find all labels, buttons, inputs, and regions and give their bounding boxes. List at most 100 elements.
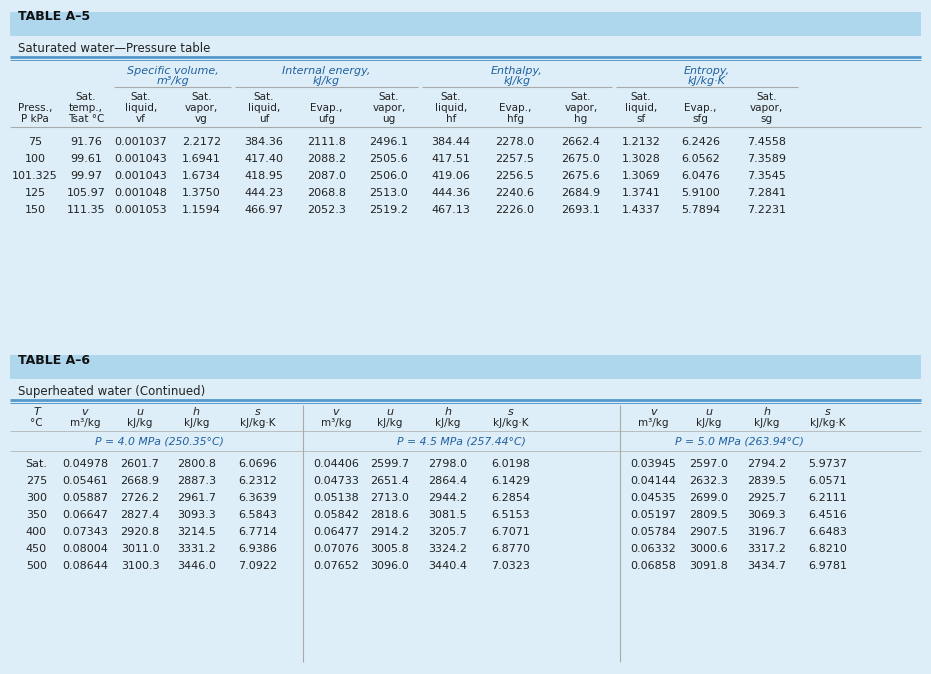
Text: Sat.: Sat. bbox=[130, 92, 151, 102]
Text: 1.6941: 1.6941 bbox=[182, 154, 221, 164]
Text: Sat.: Sat. bbox=[630, 92, 652, 102]
Text: 5.9737: 5.9737 bbox=[808, 459, 847, 469]
Text: 2505.6: 2505.6 bbox=[370, 154, 409, 164]
Text: ug: ug bbox=[383, 114, 396, 124]
Text: 350: 350 bbox=[26, 510, 47, 520]
Text: Specific volume,: Specific volume, bbox=[127, 66, 219, 76]
Text: 384.44: 384.44 bbox=[431, 137, 470, 147]
Text: P = 4.0 MPa (250.35°C): P = 4.0 MPa (250.35°C) bbox=[95, 437, 223, 447]
Text: 3440.4: 3440.4 bbox=[428, 561, 467, 571]
Text: Sat.: Sat. bbox=[25, 459, 47, 469]
Text: 2111.8: 2111.8 bbox=[307, 137, 346, 147]
Text: v: v bbox=[332, 407, 339, 417]
Text: 0.08644: 0.08644 bbox=[62, 561, 108, 571]
Text: °C: °C bbox=[30, 418, 43, 428]
Text: 1.3741: 1.3741 bbox=[622, 188, 660, 198]
Text: 0.05461: 0.05461 bbox=[62, 476, 108, 486]
Text: 2699.0: 2699.0 bbox=[690, 493, 728, 503]
Text: 6.5843: 6.5843 bbox=[238, 510, 277, 520]
Text: m³/kg: m³/kg bbox=[70, 418, 101, 428]
Text: 0.001043: 0.001043 bbox=[115, 171, 168, 181]
Text: 0.05887: 0.05887 bbox=[62, 493, 108, 503]
Text: 2713.0: 2713.0 bbox=[371, 493, 410, 503]
Text: 2513.0: 2513.0 bbox=[370, 188, 409, 198]
Text: 417.40: 417.40 bbox=[245, 154, 284, 164]
Text: 2818.6: 2818.6 bbox=[371, 510, 410, 520]
Text: 3324.2: 3324.2 bbox=[428, 544, 467, 554]
Text: 99.61: 99.61 bbox=[70, 154, 101, 164]
Text: vapor,: vapor, bbox=[564, 103, 598, 113]
Text: u: u bbox=[706, 407, 712, 417]
Text: 6.3639: 6.3639 bbox=[238, 493, 277, 503]
Text: Sat.: Sat. bbox=[254, 92, 275, 102]
Text: 6.9781: 6.9781 bbox=[808, 561, 847, 571]
Text: P = 5.0 MPa (263.94°C): P = 5.0 MPa (263.94°C) bbox=[675, 437, 803, 447]
Text: h: h bbox=[193, 407, 200, 417]
Text: 0.001037: 0.001037 bbox=[115, 137, 168, 147]
Text: Evap.,: Evap., bbox=[310, 103, 343, 113]
Text: kJ/kg: kJ/kg bbox=[754, 418, 779, 428]
Text: 2668.9: 2668.9 bbox=[120, 476, 159, 486]
Bar bbox=[10, 12, 921, 36]
Text: liquid,: liquid, bbox=[248, 103, 280, 113]
Text: hg: hg bbox=[574, 114, 587, 124]
Text: P = 4.5 MPa (257.44°C): P = 4.5 MPa (257.44°C) bbox=[397, 437, 526, 447]
Text: 0.05842: 0.05842 bbox=[313, 510, 359, 520]
Text: 75: 75 bbox=[28, 137, 42, 147]
Text: Sat.: Sat. bbox=[571, 92, 591, 102]
Text: 1.1594: 1.1594 bbox=[182, 205, 221, 215]
Text: 6.0562: 6.0562 bbox=[681, 154, 720, 164]
Text: 0.04535: 0.04535 bbox=[630, 493, 677, 503]
Text: sf: sf bbox=[637, 114, 645, 124]
Text: vapor,: vapor, bbox=[749, 103, 783, 113]
Text: 7.2231: 7.2231 bbox=[747, 205, 786, 215]
Text: vf: vf bbox=[136, 114, 146, 124]
Text: 2693.1: 2693.1 bbox=[561, 205, 600, 215]
Text: 7.3545: 7.3545 bbox=[747, 171, 786, 181]
Text: 450: 450 bbox=[26, 544, 47, 554]
Text: 1.4337: 1.4337 bbox=[622, 205, 660, 215]
Text: 2794.2: 2794.2 bbox=[748, 459, 787, 469]
Text: 2675.0: 2675.0 bbox=[561, 154, 600, 164]
Text: 400: 400 bbox=[26, 527, 47, 537]
Text: liquid,: liquid, bbox=[435, 103, 467, 113]
Text: 2887.3: 2887.3 bbox=[177, 476, 216, 486]
Text: 2.2172: 2.2172 bbox=[182, 137, 221, 147]
Text: 7.0323: 7.0323 bbox=[491, 561, 530, 571]
Text: Sat.: Sat. bbox=[440, 92, 461, 102]
Text: Entropy,: Entropy, bbox=[684, 66, 730, 76]
Text: 111.35: 111.35 bbox=[67, 205, 105, 215]
Text: 150: 150 bbox=[24, 205, 46, 215]
Text: 2087.0: 2087.0 bbox=[307, 171, 346, 181]
Text: TABLE A–6: TABLE A–6 bbox=[18, 353, 90, 367]
Text: 444.36: 444.36 bbox=[431, 188, 470, 198]
Text: hfg: hfg bbox=[506, 114, 523, 124]
Text: s: s bbox=[507, 407, 513, 417]
Text: 0.08004: 0.08004 bbox=[62, 544, 108, 554]
Text: 2257.5: 2257.5 bbox=[495, 154, 534, 164]
Text: 0.04733: 0.04733 bbox=[313, 476, 359, 486]
Text: kJ/kg: kJ/kg bbox=[504, 76, 531, 86]
Text: Evap.,: Evap., bbox=[499, 103, 532, 113]
Text: 2240.6: 2240.6 bbox=[495, 188, 534, 198]
Text: 1.3069: 1.3069 bbox=[622, 171, 660, 181]
Text: 1.2132: 1.2132 bbox=[622, 137, 660, 147]
Text: 3434.7: 3434.7 bbox=[748, 561, 787, 571]
Text: 6.2426: 6.2426 bbox=[681, 137, 720, 147]
Text: 6.9386: 6.9386 bbox=[238, 544, 277, 554]
Text: 6.8210: 6.8210 bbox=[808, 544, 847, 554]
Text: 2925.7: 2925.7 bbox=[748, 493, 787, 503]
Bar bbox=[10, 355, 921, 664]
Text: 6.8770: 6.8770 bbox=[491, 544, 530, 554]
Text: 0.001048: 0.001048 bbox=[115, 188, 168, 198]
Text: 3205.7: 3205.7 bbox=[428, 527, 467, 537]
Text: 384.36: 384.36 bbox=[245, 137, 283, 147]
Text: 6.5153: 6.5153 bbox=[492, 510, 530, 520]
Text: 100: 100 bbox=[24, 154, 46, 164]
Bar bbox=[10, 355, 921, 379]
Text: Tsat °C: Tsat °C bbox=[68, 114, 104, 124]
Text: 3317.2: 3317.2 bbox=[748, 544, 787, 554]
Text: 7.0922: 7.0922 bbox=[238, 561, 277, 571]
Text: h: h bbox=[444, 407, 452, 417]
Text: 2809.5: 2809.5 bbox=[690, 510, 728, 520]
